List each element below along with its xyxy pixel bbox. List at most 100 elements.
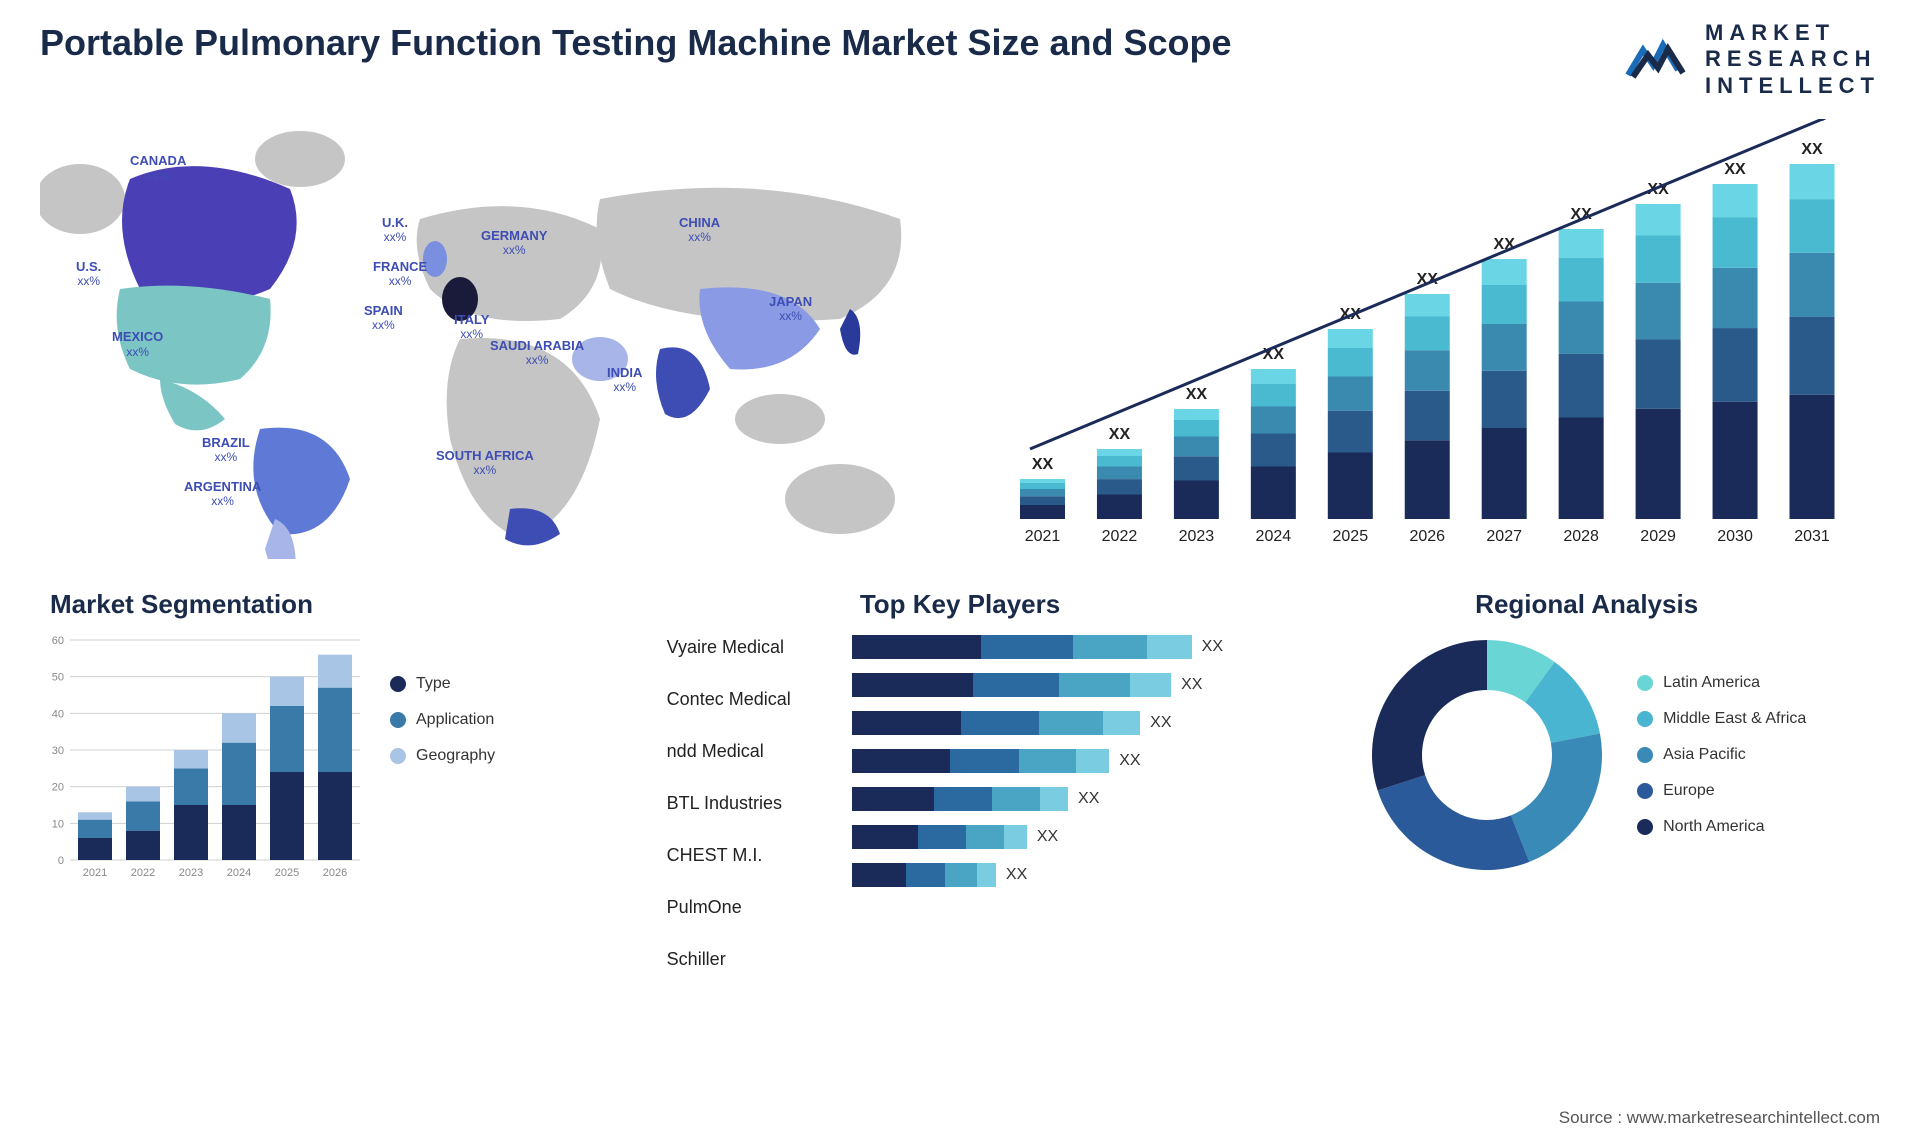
player-value: XX bbox=[1202, 638, 1223, 656]
seg-legend-application: Application bbox=[390, 711, 495, 729]
player-bar bbox=[852, 635, 1192, 659]
map-label-germany: GERMANYxx% bbox=[481, 229, 547, 258]
player-value: XX bbox=[1119, 752, 1140, 770]
player-bar-segment bbox=[906, 863, 945, 887]
player-bar bbox=[852, 673, 1171, 697]
seg-legend-type: Type bbox=[390, 675, 495, 693]
svg-text:XX: XX bbox=[1109, 426, 1131, 443]
player-bar-segment bbox=[852, 825, 919, 849]
player-value: XX bbox=[1150, 714, 1171, 732]
logo: MARKET RESEARCH INTELLECT bbox=[1623, 20, 1880, 99]
svg-text:20: 20 bbox=[52, 782, 64, 794]
svg-text:2022: 2022 bbox=[1102, 528, 1138, 545]
player-bar-segment bbox=[1059, 673, 1129, 697]
logo-line2: RESEARCH bbox=[1705, 46, 1880, 72]
map-label-spain: SPAINxx% bbox=[364, 304, 403, 333]
legend-dot-icon bbox=[1637, 711, 1653, 727]
player-bar-segment bbox=[1073, 635, 1148, 659]
map-label-italy: ITALYxx% bbox=[454, 313, 489, 342]
player-row: XX bbox=[852, 863, 1254, 887]
player-bar bbox=[852, 863, 996, 887]
svg-text:2025: 2025 bbox=[1333, 528, 1369, 545]
player-bar-segment bbox=[1103, 711, 1141, 735]
svg-text:50: 50 bbox=[52, 672, 64, 684]
player-bar-segment bbox=[977, 863, 996, 887]
legend-label: Application bbox=[416, 711, 494, 729]
svg-text:0: 0 bbox=[58, 855, 64, 867]
legend-dot-icon bbox=[390, 676, 406, 692]
svg-text:XX: XX bbox=[1801, 141, 1823, 158]
svg-text:2023: 2023 bbox=[179, 867, 203, 879]
svg-text:2026: 2026 bbox=[323, 867, 347, 879]
svg-text:2026: 2026 bbox=[1409, 528, 1445, 545]
player-bar-segment bbox=[1004, 825, 1027, 849]
svg-text:2024: 2024 bbox=[1256, 528, 1292, 545]
svg-text:XX: XX bbox=[1186, 386, 1208, 403]
player-name: CHEST M.I. bbox=[667, 843, 837, 867]
map-label-argentina: ARGENTINAxx% bbox=[184, 480, 261, 509]
logo-text: MARKET RESEARCH INTELLECT bbox=[1705, 20, 1880, 99]
segmentation-svg: 0102030405060202120222023202420252026 bbox=[40, 635, 360, 895]
player-name: Vyaire Medical bbox=[667, 635, 837, 659]
player-bar-segment bbox=[966, 825, 1005, 849]
svg-text:30: 30 bbox=[52, 745, 64, 757]
player-name: Contec Medical bbox=[667, 687, 837, 711]
map-label-u.k.: U.K.xx% bbox=[382, 216, 408, 245]
header: Portable Pulmonary Function Testing Mach… bbox=[40, 20, 1880, 99]
svg-text:XX: XX bbox=[1032, 456, 1054, 473]
player-bar-segment bbox=[1130, 673, 1172, 697]
regional-legend: Latin AmericaMiddle East & AfricaAsia Pa… bbox=[1637, 674, 1806, 836]
region-legend-asia-pacific: Asia Pacific bbox=[1637, 746, 1806, 764]
map-label-france: FRANCExx% bbox=[373, 260, 427, 289]
seg-legend-geography: Geography bbox=[390, 747, 495, 765]
player-bar-segment bbox=[992, 787, 1040, 811]
svg-text:2028: 2028 bbox=[1563, 528, 1599, 545]
trend-chart: XX2021XX2022XX2023XX2024XX2025XX2026XX20… bbox=[980, 119, 1880, 559]
map-label-canada: CANADAxx% bbox=[130, 154, 186, 183]
region-legend-europe: Europe bbox=[1637, 782, 1806, 800]
legend-label: Geography bbox=[416, 747, 495, 765]
svg-text:2021: 2021 bbox=[1025, 528, 1061, 545]
regional-section: Regional Analysis Latin AmericaMiddle Ea… bbox=[1293, 589, 1880, 909]
top-row: CANADAxx%U.S.xx%MEXICOxx%BRAZILxx%ARGENT… bbox=[40, 119, 1880, 559]
player-bar-segment bbox=[950, 749, 1020, 773]
legend-label: Europe bbox=[1663, 782, 1715, 800]
svg-text:2029: 2029 bbox=[1640, 528, 1676, 545]
map-label-mexico: MEXICOxx% bbox=[112, 330, 163, 359]
map-label-saudi-arabia: SAUDI ARABIAxx% bbox=[490, 339, 584, 368]
legend-dot-icon bbox=[1637, 675, 1653, 691]
legend-dot-icon bbox=[390, 712, 406, 728]
region-legend-north-america: North America bbox=[1637, 818, 1806, 836]
player-bar-segment bbox=[1076, 749, 1109, 773]
regional-title: Regional Analysis bbox=[1293, 589, 1880, 620]
map-label-china: CHINAxx% bbox=[679, 216, 720, 245]
logo-line3: INTELLECT bbox=[1705, 73, 1880, 99]
region-legend-latin-america: Latin America bbox=[1637, 674, 1806, 692]
legend-label: North America bbox=[1663, 818, 1764, 836]
map-label-japan: JAPANxx% bbox=[769, 295, 812, 324]
player-bar-segment bbox=[1019, 749, 1076, 773]
player-bar-segment bbox=[852, 635, 981, 659]
player-value: XX bbox=[1078, 790, 1099, 808]
legend-dot-icon bbox=[390, 748, 406, 764]
svg-text:60: 60 bbox=[52, 635, 64, 647]
svg-text:2024: 2024 bbox=[227, 867, 251, 879]
player-bar-segment bbox=[852, 749, 950, 773]
player-bar-segment bbox=[852, 863, 907, 887]
legend-label: Latin America bbox=[1663, 674, 1760, 692]
segmentation-title: Market Segmentation bbox=[40, 589, 627, 620]
legend-dot-icon bbox=[1637, 783, 1653, 799]
player-bar-segment bbox=[852, 711, 962, 735]
svg-text:40: 40 bbox=[52, 709, 64, 721]
svg-text:2027: 2027 bbox=[1486, 528, 1522, 545]
player-bar-segment bbox=[852, 787, 934, 811]
svg-text:2025: 2025 bbox=[275, 867, 299, 879]
legend-dot-icon bbox=[1637, 747, 1653, 763]
player-bar-segment bbox=[961, 711, 1039, 735]
trend-svg: XX2021XX2022XX2023XX2024XX2025XX2026XX20… bbox=[980, 119, 1880, 559]
segmentation-legend: Type Application Geography bbox=[390, 635, 495, 895]
segmentation-section: Market Segmentation 01020304050602021202… bbox=[40, 589, 627, 909]
map-label-u.s.: U.S.xx% bbox=[76, 260, 101, 289]
players-labels: Vyaire MedicalContec Medicalndd MedicalB… bbox=[667, 635, 837, 985]
donut-chart bbox=[1367, 635, 1607, 875]
